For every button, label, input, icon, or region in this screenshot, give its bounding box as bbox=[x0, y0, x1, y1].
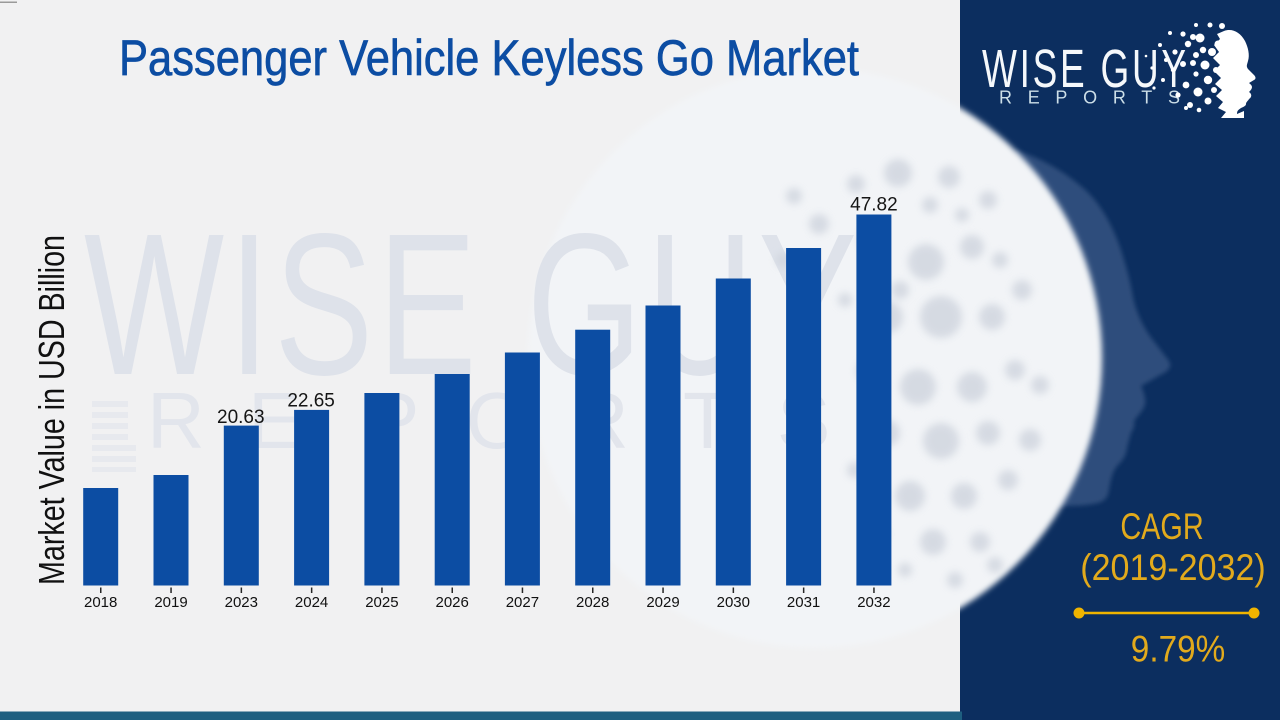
svg-text:2031: 2031 bbox=[787, 594, 820, 611]
svg-text:Market Value in USD Billion: Market Value in USD Billion bbox=[31, 235, 72, 585]
svg-text:CAGR: CAGR bbox=[1120, 506, 1203, 547]
svg-text:2025: 2025 bbox=[365, 594, 398, 611]
svg-text:2032: 2032 bbox=[857, 594, 890, 611]
svg-text:2027: 2027 bbox=[506, 594, 539, 611]
svg-text:2030: 2030 bbox=[717, 594, 750, 611]
svg-text:22.65: 22.65 bbox=[287, 390, 335, 411]
svg-text:2029: 2029 bbox=[646, 594, 679, 611]
svg-text:9.79%: 9.79% bbox=[1131, 629, 1225, 670]
svg-text:(2019-2032): (2019-2032) bbox=[1080, 546, 1265, 588]
svg-text:20.63: 20.63 bbox=[217, 407, 265, 428]
svg-text:2019: 2019 bbox=[154, 594, 187, 611]
svg-text:2023: 2023 bbox=[225, 594, 258, 611]
svg-text:2026: 2026 bbox=[436, 594, 469, 611]
svg-text:47.82: 47.82 bbox=[850, 195, 898, 216]
svg-text:2024: 2024 bbox=[295, 594, 328, 611]
svg-text:2018: 2018 bbox=[84, 594, 117, 611]
svg-text:2028: 2028 bbox=[576, 594, 609, 611]
svg-text:Passenger Vehicle Keyless Go M: Passenger Vehicle Keyless Go Market bbox=[119, 30, 859, 86]
